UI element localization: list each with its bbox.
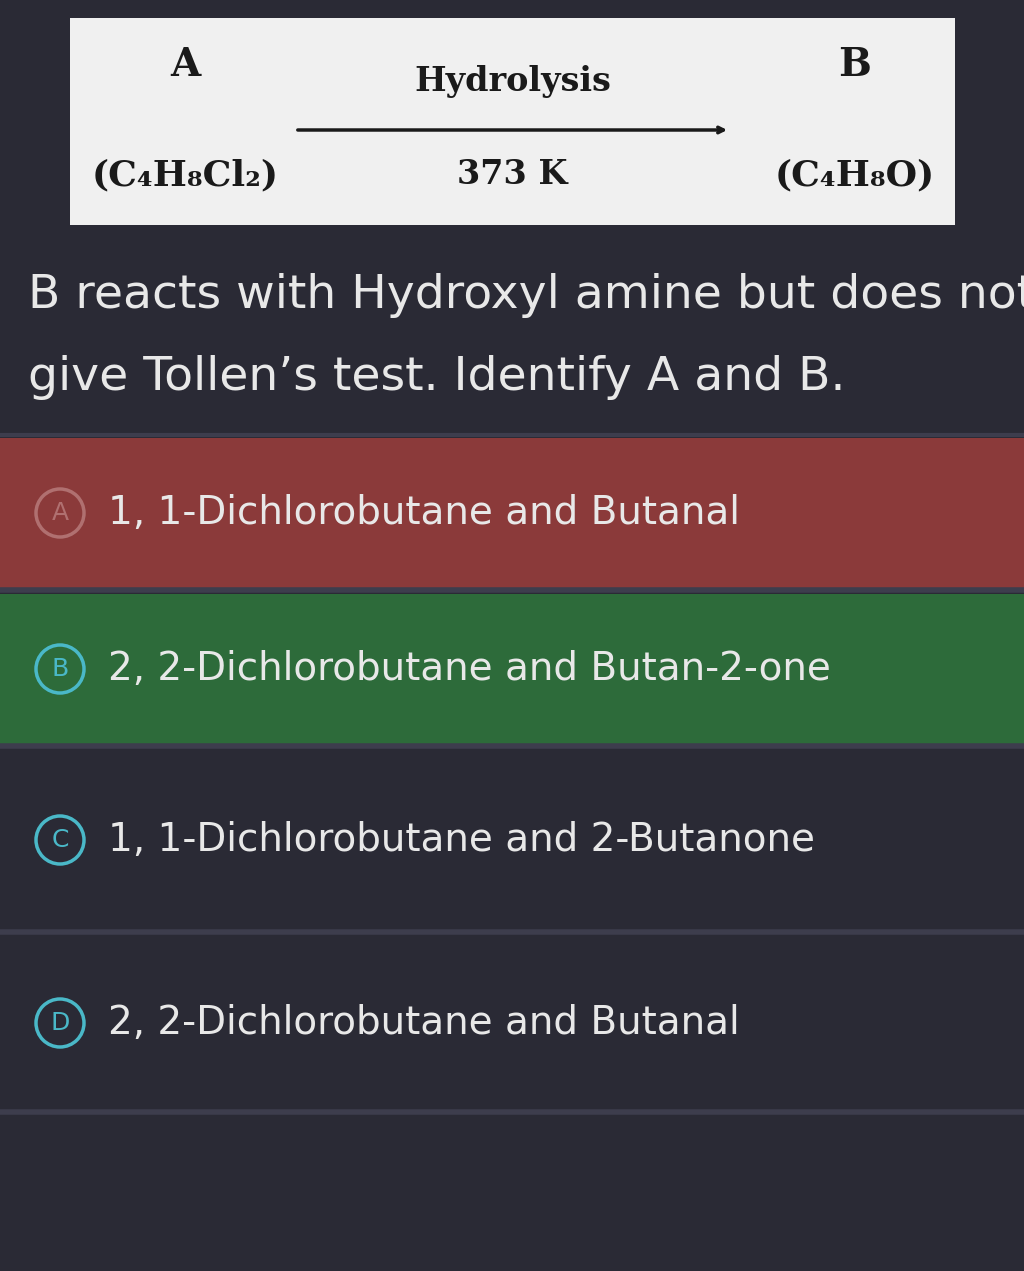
Text: C: C: [51, 827, 69, 852]
Text: A: A: [170, 46, 200, 84]
Text: D: D: [50, 1010, 70, 1035]
Text: B: B: [51, 657, 69, 681]
Text: 2, 2-Dichlorobutane and Butan-2-one: 2, 2-Dichlorobutane and Butan-2-one: [108, 649, 830, 688]
Text: 373 K: 373 K: [458, 159, 567, 192]
Text: B reacts with Hydroxyl amine but does not: B reacts with Hydroxyl amine but does no…: [28, 272, 1024, 318]
Bar: [0, 594, 1024, 744]
Text: B: B: [839, 46, 871, 84]
Text: 1, 1-Dichlorobutane and Butanal: 1, 1-Dichlorobutane and Butanal: [108, 494, 740, 533]
Text: 2, 2-Dichlorobutane and Butanal: 2, 2-Dichlorobutane and Butanal: [108, 1004, 739, 1042]
Text: (C₄H₈Cl₂): (C₄H₈Cl₂): [91, 158, 279, 192]
Text: (C₄H₈O): (C₄H₈O): [775, 158, 935, 192]
Text: 1, 1-Dichlorobutane and 2-Butanone: 1, 1-Dichlorobutane and 2-Butanone: [108, 821, 815, 859]
Text: A: A: [51, 501, 69, 525]
Text: Hydrolysis: Hydrolysis: [414, 66, 611, 98]
FancyBboxPatch shape: [70, 18, 955, 225]
Text: give Tollen’s test. Identify A and B.: give Tollen’s test. Identify A and B.: [28, 356, 846, 400]
Bar: [0, 438, 1024, 588]
